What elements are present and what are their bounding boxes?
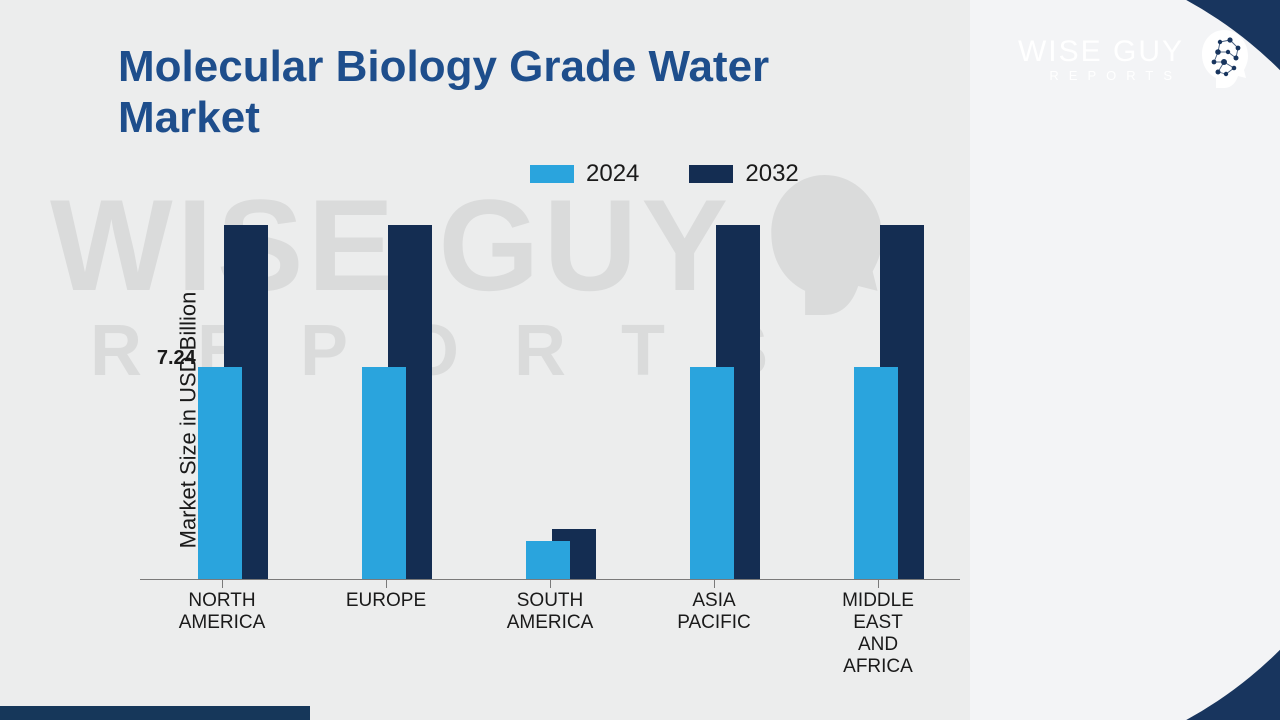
- bar-group: 7.24: [140, 200, 304, 580]
- x-tick: [222, 580, 223, 588]
- bar-group: [468, 200, 632, 580]
- bar-group: [796, 200, 960, 580]
- legend-item-2032: 2032: [689, 160, 798, 188]
- bar-2024: [198, 367, 242, 579]
- bar-group: [304, 200, 468, 580]
- category-label: EUROPE: [304, 590, 468, 612]
- legend-label-2024: 2024: [586, 160, 639, 188]
- bar-2024: [690, 367, 734, 579]
- brand-logo: WISE GUY REPORTS: [1018, 28, 1252, 90]
- x-tick: [386, 580, 387, 588]
- legend-swatch-2024: [530, 165, 574, 183]
- brand-word-2: GUY: [1113, 35, 1184, 68]
- category-label: NORTHAMERICA: [140, 590, 304, 634]
- bar-2024: [362, 367, 406, 579]
- bar-2024: [854, 367, 898, 579]
- chart-title: Molecular Biology Grade Water Market: [118, 42, 838, 143]
- brand-word-1: WISE: [1018, 35, 1103, 68]
- plot-region: 7.24: [140, 200, 960, 580]
- right-brand-panel: [970, 0, 1280, 720]
- category-label: SOUTHAMERICA: [468, 590, 632, 634]
- x-tick: [878, 580, 879, 588]
- bar-value-label: 7.24: [136, 347, 196, 370]
- x-axis-labels: NORTHAMERICAEUROPESOUTHAMERICAASIAPACIFI…: [140, 580, 960, 700]
- category-label: MIDDLEEASTANDAFRICA: [796, 590, 960, 677]
- legend: 2024 2032: [530, 160, 799, 188]
- x-tick: [714, 580, 715, 588]
- brand-head-icon: [1194, 28, 1252, 90]
- bar-group: [632, 200, 796, 580]
- chart-area: Market Size in USD Billion 2024 2032 7.2…: [60, 170, 960, 670]
- legend-swatch-2032: [689, 165, 733, 183]
- x-tick: [550, 580, 551, 588]
- stage: WISE GUY REPORTS: [0, 0, 1280, 720]
- decorative-circle: [970, 0, 1280, 720]
- bottom-accent-bar: [0, 706, 310, 720]
- legend-item-2024: 2024: [530, 160, 639, 188]
- legend-label-2032: 2032: [745, 160, 798, 188]
- bar-2024: [526, 541, 570, 579]
- category-label: ASIAPACIFIC: [632, 590, 796, 634]
- brand-subtitle: REPORTS: [1049, 69, 1182, 82]
